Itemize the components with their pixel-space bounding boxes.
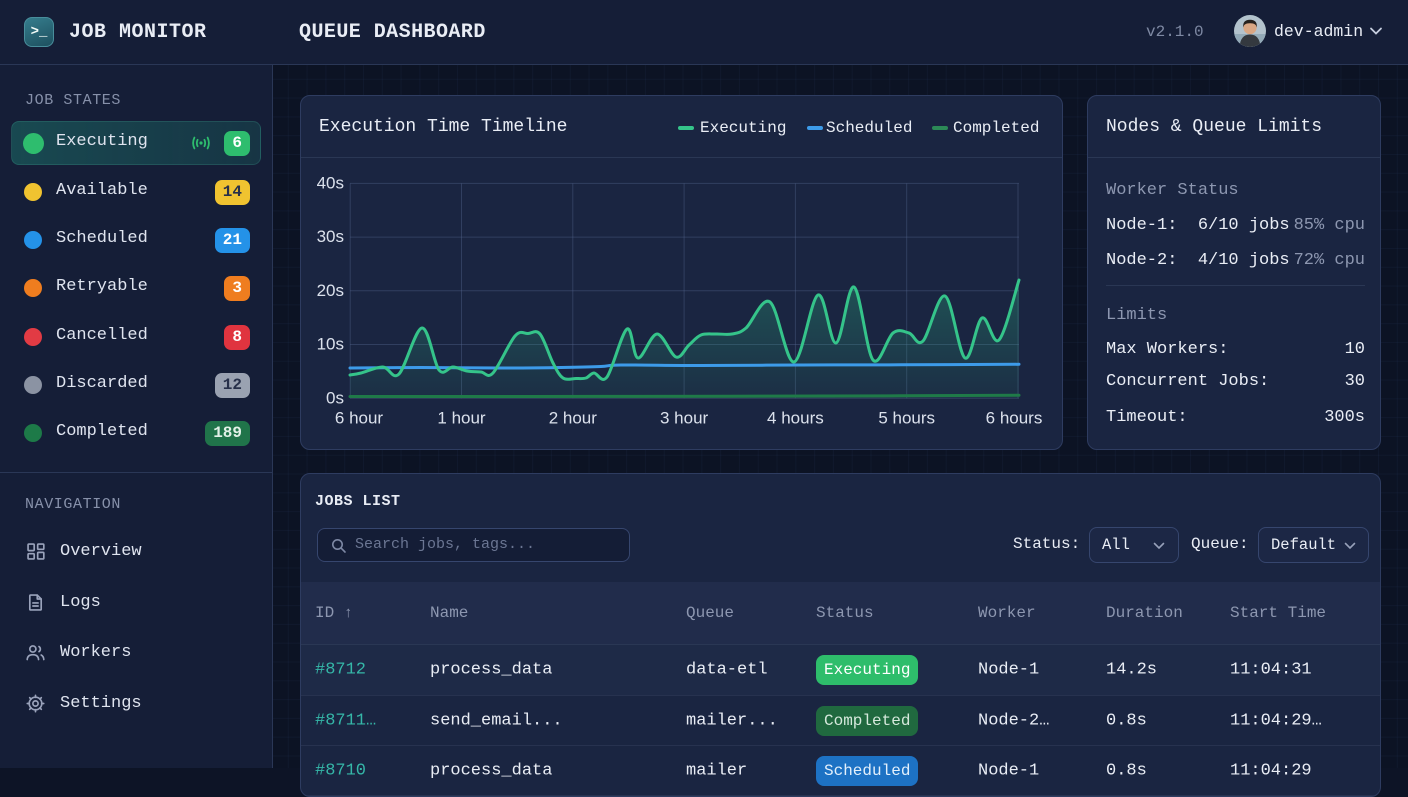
svg-text:5 hours: 5 hours: [878, 409, 935, 428]
svg-text:6 hour: 6 hour: [335, 409, 384, 428]
svg-text:30s: 30s: [317, 227, 344, 246]
svg-text:0s: 0s: [326, 388, 344, 407]
svg-text:10s: 10s: [317, 335, 344, 354]
svg-text:6 hours: 6 hours: [986, 409, 1043, 428]
svg-text:20s: 20s: [317, 281, 344, 300]
svg-text:40s: 40s: [317, 173, 344, 192]
svg-text:1 hour: 1 hour: [437, 409, 486, 428]
svg-text:4 hours: 4 hours: [767, 409, 824, 428]
svg-text:2 hour: 2 hour: [549, 409, 598, 428]
svg-text:3 hour: 3 hour: [660, 409, 709, 428]
